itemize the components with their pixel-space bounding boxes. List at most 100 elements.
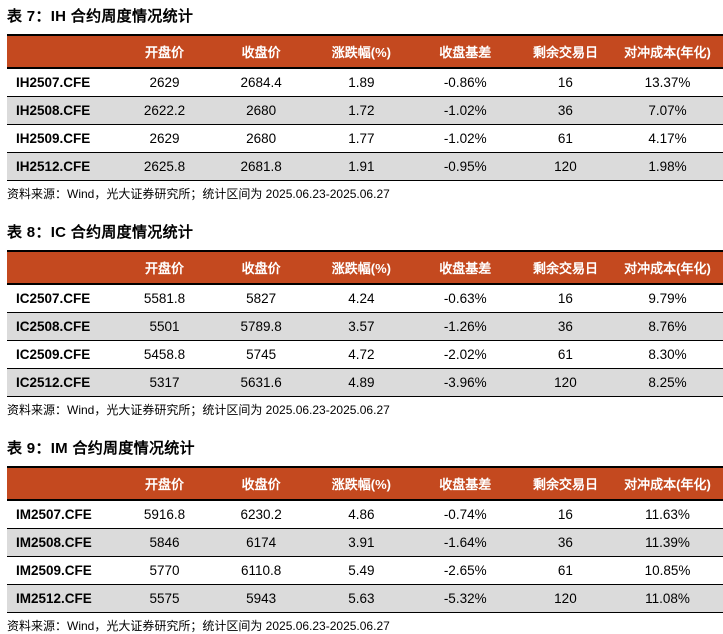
contract-name-cell: IM2512.CFE (7, 584, 118, 613)
value-cell: 4.17% (611, 124, 723, 153)
value-cell: 61 (518, 556, 612, 585)
header-row: 开盘价 收盘价 涨跌幅(%) 收盘基差 剩余交易日 对冲成本(年化) (7, 251, 723, 285)
value-cell: -1.02% (411, 124, 519, 153)
column-header: 收盘基差 (411, 35, 519, 69)
column-header: 对冲成本(年化) (611, 251, 723, 285)
value-cell: 16 (518, 68, 612, 97)
contract-name-cell: IM2508.CFE (7, 528, 118, 557)
value-cell: 5458.8 (117, 340, 212, 369)
column-header: 开盘价 (117, 251, 212, 285)
value-cell: -2.65% (411, 556, 519, 585)
contract-name-cell: IC2512.CFE (7, 368, 118, 397)
value-cell: 4.72 (311, 340, 412, 369)
column-header-empty (7, 251, 118, 285)
table-title: 表 7：IH 合约周度情况统计 (7, 8, 194, 25)
value-cell: -0.95% (411, 152, 519, 181)
value-cell: 13.37% (611, 68, 723, 97)
value-cell: 11.08% (611, 584, 723, 613)
value-cell: -0.63% (411, 284, 519, 313)
value-cell: 8.25% (611, 368, 723, 397)
value-cell: 36 (518, 312, 612, 341)
source-note: 资料来源：Wind，光大证券研究所；统计区间为 2025.06.23-2025.… (7, 403, 390, 417)
value-cell: -3.96% (411, 368, 519, 397)
value-cell: 2622.2 (117, 96, 212, 125)
value-cell: 9.79% (611, 284, 723, 313)
source-note: 资料来源：Wind，光大证券研究所；统计区间为 2025.06.23-2025.… (7, 619, 390, 633)
value-cell: -1.26% (411, 312, 519, 341)
table-row: IC2512.CFE 5317 5631.6 4.89 -3.96% 120 8.25% (7, 368, 723, 397)
value-cell: 10.85% (611, 556, 723, 585)
value-cell: 5916.8 (117, 500, 212, 529)
value-cell: 2681.8 (211, 152, 312, 181)
contract-name-cell: IC2507.CFE (7, 284, 118, 313)
table-section-ih: 表 7：IH 合约周度情况统计 开盘价 收盘价 涨跌幅(%) 收盘基差 剩余交易日 对冲成… (7, 5, 723, 202)
column-header-empty (7, 467, 118, 501)
value-cell: 5.49 (311, 556, 412, 585)
value-cell: 120 (518, 584, 612, 613)
value-cell: 2629 (117, 68, 212, 97)
column-header: 开盘价 (117, 467, 212, 501)
column-header: 剩余交易日 (518, 251, 612, 285)
value-cell: 1.98% (611, 152, 723, 181)
column-header: 收盘价 (211, 467, 312, 501)
value-cell: 3.91 (311, 528, 412, 557)
value-cell: 61 (518, 124, 612, 153)
value-cell: 5501 (117, 312, 212, 341)
value-cell: 2629 (117, 124, 212, 153)
value-cell: 2625.8 (117, 152, 212, 181)
source-note: 资料来源：Wind，光大证券研究所；统计区间为 2025.06.23-2025.… (7, 187, 390, 201)
value-cell: 7.07% (611, 96, 723, 125)
value-cell: 120 (518, 152, 612, 181)
column-header: 收盘价 (211, 35, 312, 69)
value-cell: 2680 (211, 96, 312, 125)
table-row: IC2507.CFE 5581.8 5827 4.24 -0.63% 16 9.79% (7, 284, 723, 313)
value-cell: 6110.8 (211, 556, 312, 585)
value-cell: 4.86 (311, 500, 412, 529)
table-row: IM2507.CFE 5916.8 6230.2 4.86 -0.74% 16 11.63% (7, 500, 723, 529)
value-cell: 5575 (117, 584, 212, 613)
value-cell: 16 (518, 500, 612, 529)
header-row: 开盘价 收盘价 涨跌幅(%) 收盘基差 剩余交易日 对冲成本(年化) (7, 467, 723, 501)
value-cell: 6230.2 (211, 500, 312, 529)
value-cell: 5581.8 (117, 284, 212, 313)
value-cell: 4.24 (311, 284, 412, 313)
value-cell: 5745 (211, 340, 312, 369)
contract-name-cell: IM2507.CFE (7, 500, 118, 529)
value-cell: 1.77 (311, 124, 412, 153)
table-title: 表 9：IM 合约周度情况统计 (7, 440, 195, 457)
column-header: 开盘价 (117, 35, 212, 69)
contract-name-cell: IH2512.CFE (7, 152, 118, 181)
contract-name-cell: IH2509.CFE (7, 124, 118, 153)
table-row: IH2509.CFE 2629 2680 1.77 -1.02% 61 4.17% (7, 124, 723, 153)
value-cell: 61 (518, 340, 612, 369)
value-cell: -2.02% (411, 340, 519, 369)
value-cell: 2680 (211, 124, 312, 153)
column-header: 收盘基差 (411, 251, 519, 285)
table-section-ic: 表 8：IC 合约周度情况统计 开盘价 收盘价 涨跌幅(%) 收盘基差 剩余交易日 对冲成… (7, 221, 723, 418)
value-cell: 8.76% (611, 312, 723, 341)
value-cell: 5770 (117, 556, 212, 585)
table-row: IM2512.CFE 5575 5943 5.63 -5.32% 120 11.08% (7, 584, 723, 613)
ih-weekly-table: 开盘价 收盘价 涨跌幅(%) 收盘基差 剩余交易日 对冲成本(年化) IH2507.CFE 2… (7, 34, 723, 181)
value-cell: 11.63% (611, 500, 723, 529)
value-cell: 4.89 (311, 368, 412, 397)
value-cell: 2684.4 (211, 68, 312, 97)
contract-name-cell: IM2509.CFE (7, 556, 118, 585)
table-row: IM2508.CFE 5846 6174 3.91 -1.64% 36 11.39% (7, 528, 723, 557)
table-row: IC2508.CFE 5501 5789.8 3.57 -1.26% 36 8.76% (7, 312, 723, 341)
value-cell: 5317 (117, 368, 212, 397)
table-row: IM2509.CFE 5770 6110.8 5.49 -2.65% 61 10.85% (7, 556, 723, 585)
contract-name-cell: IH2508.CFE (7, 96, 118, 125)
value-cell: -0.74% (411, 500, 519, 529)
ic-weekly-table: 开盘价 收盘价 涨跌幅(%) 收盘基差 剩余交易日 对冲成本(年化) IC2507.CFE 5… (7, 250, 723, 397)
table-row: IH2512.CFE 2625.8 2681.8 1.91 -0.95% 120 1.98% (7, 152, 723, 181)
value-cell: 120 (518, 368, 612, 397)
value-cell: 5846 (117, 528, 212, 557)
value-cell: 11.39% (611, 528, 723, 557)
column-header: 剩余交易日 (518, 35, 612, 69)
value-cell: -0.86% (411, 68, 519, 97)
value-cell: -1.02% (411, 96, 519, 125)
value-cell: 3.57 (311, 312, 412, 341)
value-cell: 6174 (211, 528, 312, 557)
